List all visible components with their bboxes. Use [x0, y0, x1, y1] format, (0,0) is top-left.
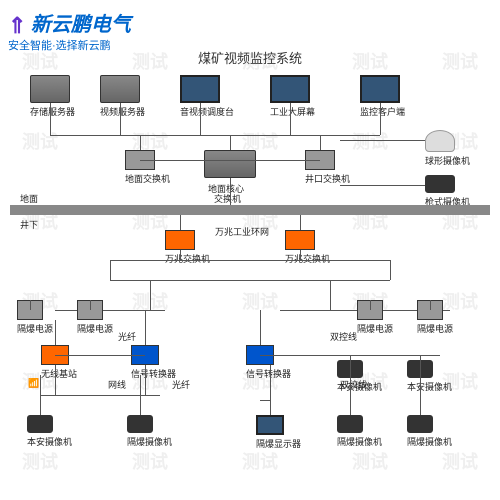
connection-line [340, 140, 425, 141]
device-node: 枪式摄像机 [425, 175, 455, 208]
device-node: 本安摄像机 [27, 415, 53, 448]
connection-line [430, 300, 431, 310]
device-node: 隔爆显示器 [256, 415, 284, 450]
ground-bar [10, 205, 490, 215]
connection-line [230, 135, 231, 150]
device-label: 隔爆电源 [77, 322, 103, 335]
device-icon [165, 230, 195, 250]
connection-line [260, 310, 261, 345]
connection-line [260, 400, 270, 401]
device-icon [337, 415, 363, 433]
device-label: 隔爆摄像机 [407, 435, 433, 448]
device-icon [127, 415, 153, 433]
connection-line [55, 310, 165, 311]
watermark: 测试 [132, 448, 168, 474]
connection-line [320, 135, 321, 150]
device-label: 隔爆电源 [417, 322, 443, 335]
device-label: 隔爆摄像机 [337, 435, 363, 448]
connection-line [55, 355, 145, 356]
connection-line [55, 365, 56, 395]
watermark: 测试 [22, 128, 58, 154]
brand-logo: ⇑ 新云鹏电气 安全智能·选择新云鹏 [8, 8, 131, 53]
connection-line [55, 320, 56, 345]
connection-line [30, 300, 31, 310]
device-label: 隔爆电源 [17, 322, 43, 335]
text-label: 双控线 [330, 330, 357, 343]
device-node: 隔爆摄像机 [127, 415, 153, 448]
device-icon [100, 75, 140, 103]
connection-line [140, 160, 320, 161]
connection-line [340, 185, 425, 186]
page-title: 煤矿视频监控系统 [0, 48, 500, 67]
connection-line [290, 103, 291, 135]
text-label: 万兆工业环网 [215, 225, 269, 238]
connection-line [380, 103, 381, 135]
logo-arrow-icon: ⇑ [8, 13, 26, 39]
connection-line [140, 135, 141, 150]
connection-line [300, 215, 301, 230]
device-node: 地面交换机 [125, 150, 155, 185]
text-label: 交换机 [214, 192, 241, 205]
connection-line [145, 365, 146, 395]
device-icon [285, 230, 315, 250]
connection-line [50, 135, 380, 136]
connection-line [300, 250, 301, 260]
connection-line [120, 103, 121, 135]
text-label: 光纤 [172, 378, 190, 391]
connection-line [230, 178, 231, 205]
device-icon [30, 75, 70, 103]
watermark: 测试 [22, 448, 58, 474]
device-node: 隔爆摄像机 [407, 415, 433, 448]
device-icon [407, 415, 433, 433]
device-label: 井口交换机 [305, 172, 335, 185]
text-label: 📶 [28, 378, 39, 389]
connection-line [110, 260, 390, 261]
device-label: 地面交换机 [125, 172, 155, 185]
device-label: 隔爆电源 [357, 322, 383, 335]
connection-line [370, 300, 371, 310]
connection-line [200, 103, 201, 135]
device-node: 井口交换机 [305, 150, 335, 185]
connection-line [390, 260, 391, 280]
connection-line [350, 355, 351, 415]
connection-line [110, 260, 111, 280]
device-icon [360, 75, 400, 103]
device-label: 隔爆显示器 [256, 437, 284, 450]
text-label: 光纤 [118, 330, 136, 343]
device-icon [425, 130, 455, 152]
device-icon [204, 150, 256, 178]
watermark: 测试 [352, 448, 388, 474]
text-label: 地面 [20, 192, 38, 205]
connection-line [150, 280, 151, 310]
connection-line [180, 250, 181, 260]
device-icon [256, 415, 284, 435]
connection-line [90, 300, 91, 310]
device-icon [425, 175, 455, 193]
device-node: 隔爆摄像机 [337, 415, 363, 448]
device-label: 本安摄像机 [27, 435, 53, 448]
device-icon [180, 75, 220, 103]
connection-line [110, 280, 390, 281]
text-label: 网线 [108, 378, 126, 391]
watermark: 测试 [442, 448, 478, 474]
connection-line [420, 355, 421, 415]
connection-line [330, 280, 331, 310]
device-label: 隔爆摄像机 [127, 435, 153, 448]
connection-line [40, 395, 160, 396]
device-icon [270, 75, 310, 103]
connection-line [270, 365, 271, 415]
watermark: 测试 [242, 448, 278, 474]
connection-line [180, 215, 181, 230]
device-node [204, 150, 256, 178]
device-node: 球形摄像机 [425, 130, 455, 167]
watermark: 测试 [352, 128, 388, 154]
connection-line [145, 310, 146, 345]
device-icon [27, 415, 53, 433]
connection-line [50, 103, 51, 135]
text-label: 井下 [20, 218, 38, 231]
device-label: 球形摄像机 [425, 154, 455, 167]
logo-main-text: 新云鹏电气 [31, 14, 131, 36]
